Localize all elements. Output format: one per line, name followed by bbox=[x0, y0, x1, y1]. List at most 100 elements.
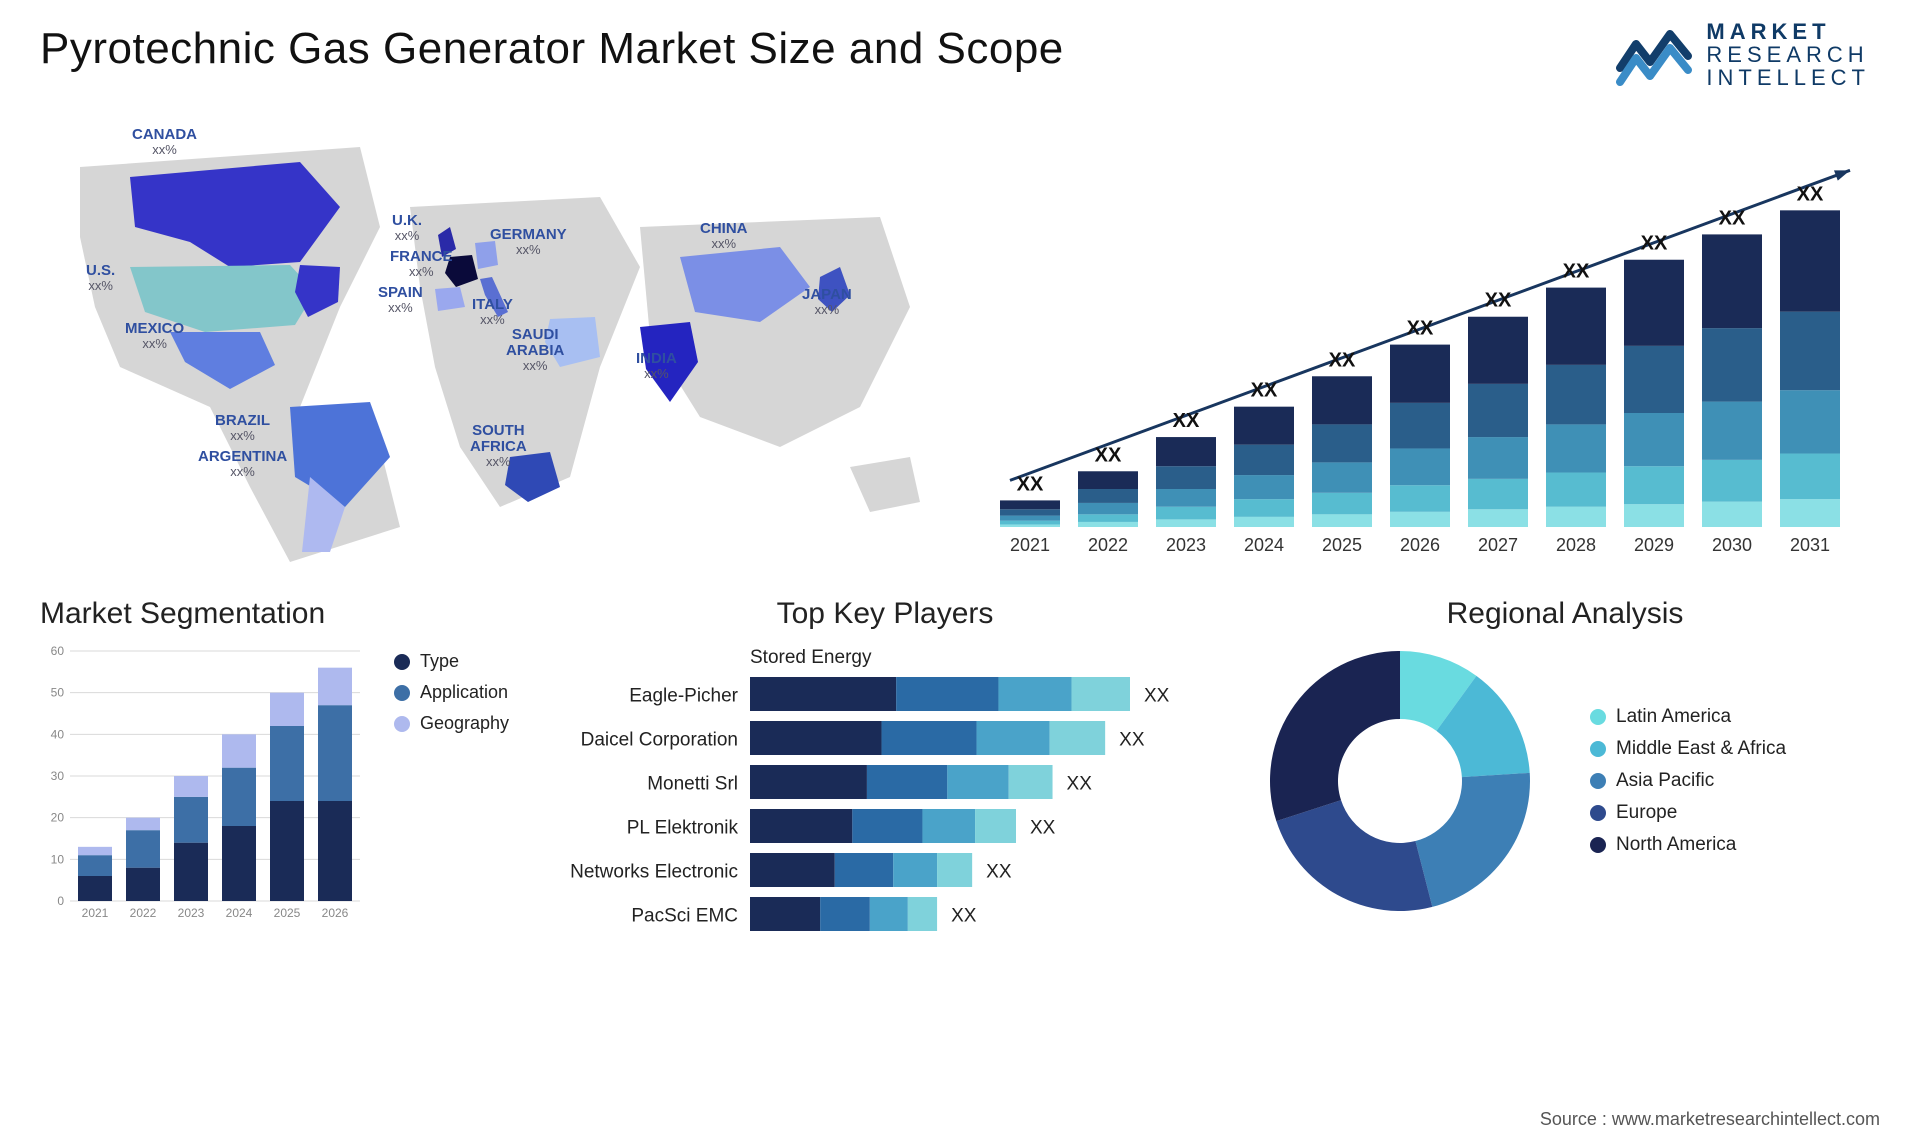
player-bar-segment bbox=[937, 853, 972, 887]
player-value-label: XX bbox=[951, 906, 977, 927]
seg-y-tick: 0 bbox=[57, 894, 64, 908]
forecast-bar-label: XX bbox=[1251, 380, 1278, 402]
forecast-bar-segment bbox=[1780, 454, 1840, 500]
forecast-bar-segment bbox=[1468, 384, 1528, 437]
forecast-bar-label: XX bbox=[1641, 233, 1668, 255]
legend-dot-icon bbox=[1590, 773, 1606, 789]
regional-section: Regional Analysis Latin AmericaMiddle Ea… bbox=[1250, 597, 1880, 946]
forecast-bar-segment bbox=[1702, 402, 1762, 460]
forecast-bar-segment bbox=[1546, 425, 1606, 473]
legend-dot-icon bbox=[394, 716, 410, 732]
legend-dot-icon bbox=[394, 654, 410, 670]
forecast-bar-segment bbox=[1078, 472, 1138, 490]
forecast-bar-segment bbox=[1000, 525, 1060, 528]
map-label: FRANCExx% bbox=[390, 249, 453, 278]
seg-bar-segment bbox=[318, 801, 352, 901]
legend-dot-icon bbox=[1590, 805, 1606, 821]
forecast-bar-segment bbox=[1234, 499, 1294, 517]
forecast-year-label: 2028 bbox=[1556, 535, 1596, 555]
player-bar-segment bbox=[1072, 677, 1130, 711]
forecast-year-label: 2026 bbox=[1400, 535, 1440, 555]
player-value-label: XX bbox=[1144, 686, 1170, 707]
forecast-bar-segment bbox=[1468, 317, 1528, 384]
forecast-bar-segment bbox=[1390, 449, 1450, 486]
player-bar-segment bbox=[896, 677, 998, 711]
forecast-bar-segment bbox=[1546, 288, 1606, 365]
forecast-bar-label: XX bbox=[1563, 261, 1590, 283]
forecast-bar-segment bbox=[1312, 515, 1372, 528]
player-bar-segment bbox=[852, 809, 922, 843]
seg-bar-segment bbox=[270, 726, 304, 801]
map-label: INDIAxx% bbox=[636, 351, 677, 380]
forecast-bar-segment bbox=[1468, 510, 1528, 528]
source-label: Source : www.marketresearchintellect.com bbox=[1540, 1109, 1880, 1130]
forecast-chart-svg: XX2021XX2022XX2023XX2024XX2025XX2026XX20… bbox=[980, 107, 1880, 567]
forecast-bar-segment bbox=[1624, 466, 1684, 504]
key-players-title: Top Key Players bbox=[560, 597, 1210, 631]
brand-line1: MARKET bbox=[1706, 20, 1870, 43]
forecast-bar-segment bbox=[1000, 516, 1060, 521]
map-label: ARGENTINAxx% bbox=[198, 449, 287, 478]
page-root: Pyrotechnic Gas Generator Market Size an… bbox=[0, 0, 1920, 1146]
seg-legend-label: Geography bbox=[420, 713, 509, 734]
seg-legend-item: Geography bbox=[394, 713, 509, 734]
seg-bar-segment bbox=[78, 847, 112, 855]
map-label: BRAZILxx% bbox=[215, 413, 270, 442]
seg-bar-segment bbox=[318, 705, 352, 801]
forecast-bar-segment bbox=[1390, 512, 1450, 527]
seg-y-tick: 10 bbox=[51, 853, 65, 867]
brand-mark-icon bbox=[1616, 22, 1692, 88]
regional-legend-label: Middle East & Africa bbox=[1616, 738, 1786, 760]
forecast-bar-segment bbox=[1546, 473, 1606, 507]
segmentation-legend: TypeApplicationGeography bbox=[394, 641, 509, 931]
forecast-year-label: 2021 bbox=[1010, 535, 1050, 555]
player-value-label: XX bbox=[1119, 730, 1145, 751]
world-map: CANADAxx%U.S.xx%MEXICOxx%BRAZILxx%ARGENT… bbox=[40, 107, 940, 567]
forecast-bar-segment bbox=[1156, 507, 1216, 520]
top-row: CANADAxx%U.S.xx%MEXICOxx%BRAZILxx%ARGENT… bbox=[40, 107, 1880, 567]
player-bar-segment bbox=[998, 677, 1071, 711]
forecast-bar-segment bbox=[1390, 345, 1450, 403]
seg-bar-segment bbox=[126, 818, 160, 831]
seg-bar-segment bbox=[174, 797, 208, 843]
brand-text: MARKET RESEARCH INTELLECT bbox=[1706, 20, 1870, 89]
player-bar-segment bbox=[820, 897, 870, 931]
player-bar-segment bbox=[1009, 765, 1053, 799]
player-bar-segment bbox=[908, 897, 937, 931]
seg-year-label: 2024 bbox=[226, 906, 253, 920]
segmentation-chart-svg: 0102030405060202120222023202420252026 bbox=[40, 641, 370, 931]
forecast-bar-segment bbox=[1468, 479, 1528, 509]
map-label: U.K.xx% bbox=[392, 213, 422, 242]
segmentation-section: Market Segmentation 01020304050602021202… bbox=[40, 597, 520, 946]
donut-slice bbox=[1276, 800, 1432, 911]
seg-bar-segment bbox=[174, 843, 208, 901]
forecast-bar-segment bbox=[1312, 463, 1372, 493]
seg-year-label: 2025 bbox=[274, 906, 301, 920]
forecast-bar-segment bbox=[1000, 521, 1060, 525]
map-label: JAPANxx% bbox=[802, 287, 852, 316]
legend-dot-icon bbox=[1590, 741, 1606, 757]
seg-bar-segment bbox=[318, 668, 352, 706]
seg-year-label: 2022 bbox=[130, 906, 157, 920]
forecast-bar-segment bbox=[1078, 489, 1138, 503]
seg-y-tick: 50 bbox=[51, 686, 65, 700]
forecast-bar-segment bbox=[1780, 390, 1840, 453]
player-name: Daicel Corporation bbox=[581, 730, 738, 751]
player-bar-segment bbox=[947, 765, 1008, 799]
forecast-bar-segment bbox=[1234, 445, 1294, 475]
brand-line2: RESEARCH bbox=[1706, 43, 1870, 66]
key-players-section: Top Key Players Stored EnergyEagle-Piche… bbox=[560, 597, 1210, 946]
brand-line3: INTELLECT bbox=[1706, 66, 1870, 89]
forecast-bar-segment bbox=[1702, 328, 1762, 401]
legend-dot-icon bbox=[1590, 709, 1606, 725]
forecast-bar-label: XX bbox=[1017, 474, 1044, 496]
forecast-bar-segment bbox=[1546, 507, 1606, 527]
map-label: U.S.xx% bbox=[86, 263, 115, 292]
forecast-bar-label: XX bbox=[1407, 318, 1434, 340]
seg-bar-segment bbox=[270, 693, 304, 726]
seg-legend-item: Type bbox=[394, 651, 509, 672]
forecast-year-label: 2025 bbox=[1322, 535, 1362, 555]
player-bar-segment bbox=[867, 765, 947, 799]
regional-legend-label: Europe bbox=[1616, 802, 1677, 824]
forecast-bar-segment bbox=[1078, 515, 1138, 523]
